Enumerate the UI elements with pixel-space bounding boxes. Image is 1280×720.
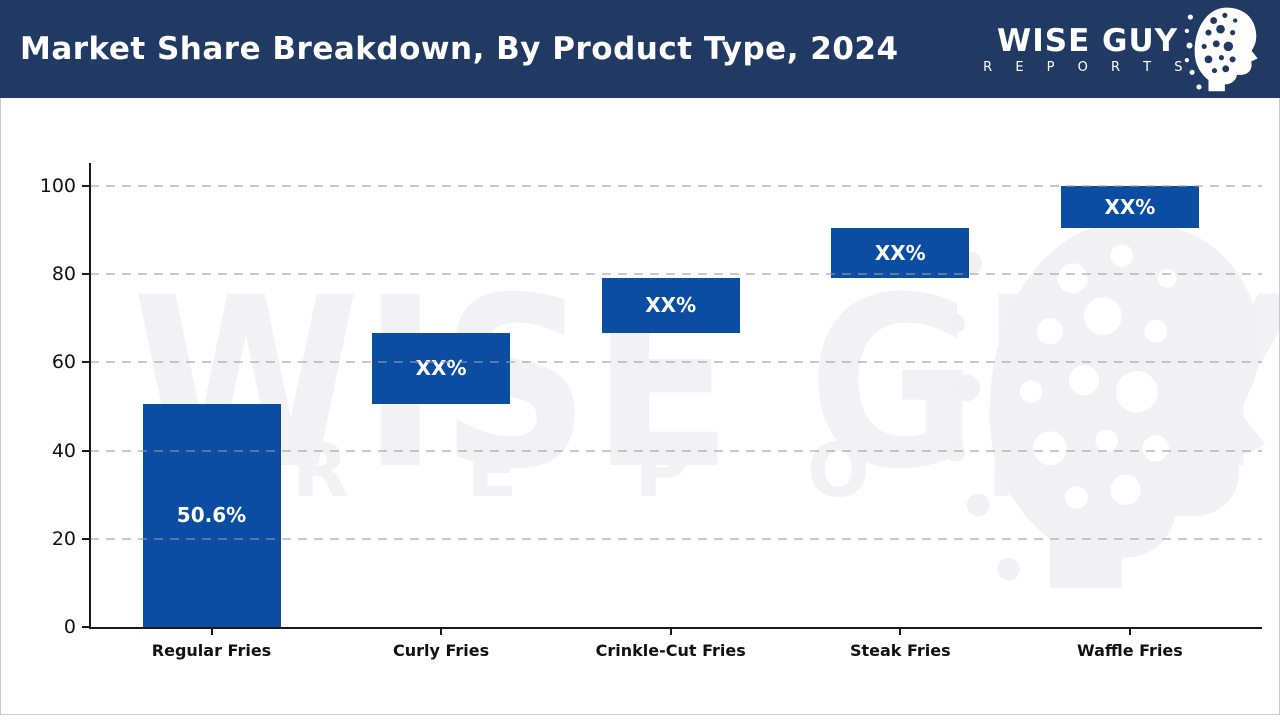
y-tick-label: 100 xyxy=(39,175,76,197)
brand-name: WISE GUY xyxy=(997,23,1179,59)
y-gridline xyxy=(90,273,1262,276)
y-axis-line xyxy=(89,163,91,629)
brand-logo-text: WISE GUY R E P O R T S xyxy=(983,23,1192,75)
brand-logo: WISE GUY R E P O R T S xyxy=(983,5,1266,93)
x-tick-mark xyxy=(669,627,672,635)
y-gridline xyxy=(90,361,1262,364)
y-tick-label: 40 xyxy=(51,439,76,462)
bar-segment: XX% xyxy=(831,227,970,278)
bar-segment: 50.6% xyxy=(142,403,281,627)
bar-value-label: XX% xyxy=(645,293,697,318)
y-tick-mark xyxy=(82,626,90,628)
category-label: Waffle Fries xyxy=(1076,641,1183,660)
bar-value-label: XX% xyxy=(415,356,467,381)
bar-value-label: XX% xyxy=(1104,194,1156,219)
bar-segment: XX% xyxy=(1060,186,1199,228)
x-tick-mark xyxy=(440,627,443,635)
bar-value-label: 50.6% xyxy=(176,503,247,528)
y-gridline xyxy=(90,537,1262,540)
y-tick-label: 0 xyxy=(63,616,76,638)
x-tick-mark xyxy=(210,627,213,635)
bar-value-label: XX% xyxy=(874,240,926,265)
left-hairline xyxy=(0,98,1,715)
x-axis-line xyxy=(89,627,1262,629)
y-tick-label: 80 xyxy=(51,263,76,286)
page-title: Market Share Breakdown, By Product Type,… xyxy=(20,31,899,67)
y-tick-mark xyxy=(82,361,90,364)
y-gridline xyxy=(90,185,1262,187)
x-tick-mark xyxy=(1128,627,1131,635)
category-label: Regular Fries xyxy=(151,641,272,660)
x-tick-mark xyxy=(899,627,902,635)
bar-segment: XX% xyxy=(372,332,511,404)
y-tick-label: 20 xyxy=(51,527,76,550)
y-tick-mark xyxy=(82,185,90,187)
category-label: Steak Fries xyxy=(849,641,951,660)
bottom-hairline xyxy=(0,714,1280,715)
category-label: Crinkle-Cut Fries xyxy=(595,641,746,660)
y-tick-mark xyxy=(82,273,90,276)
y-tick-mark xyxy=(82,449,90,452)
header: Market Share Breakdown, By Product Type,… xyxy=(0,0,1280,98)
y-gridline xyxy=(90,449,1262,452)
category-label: Curly Fries xyxy=(393,641,490,660)
brand-subname: R E P O R T S xyxy=(983,60,1192,75)
bar-segment: XX% xyxy=(601,277,740,333)
y-tick-mark xyxy=(82,537,90,540)
y-tick-label: 60 xyxy=(51,351,76,374)
